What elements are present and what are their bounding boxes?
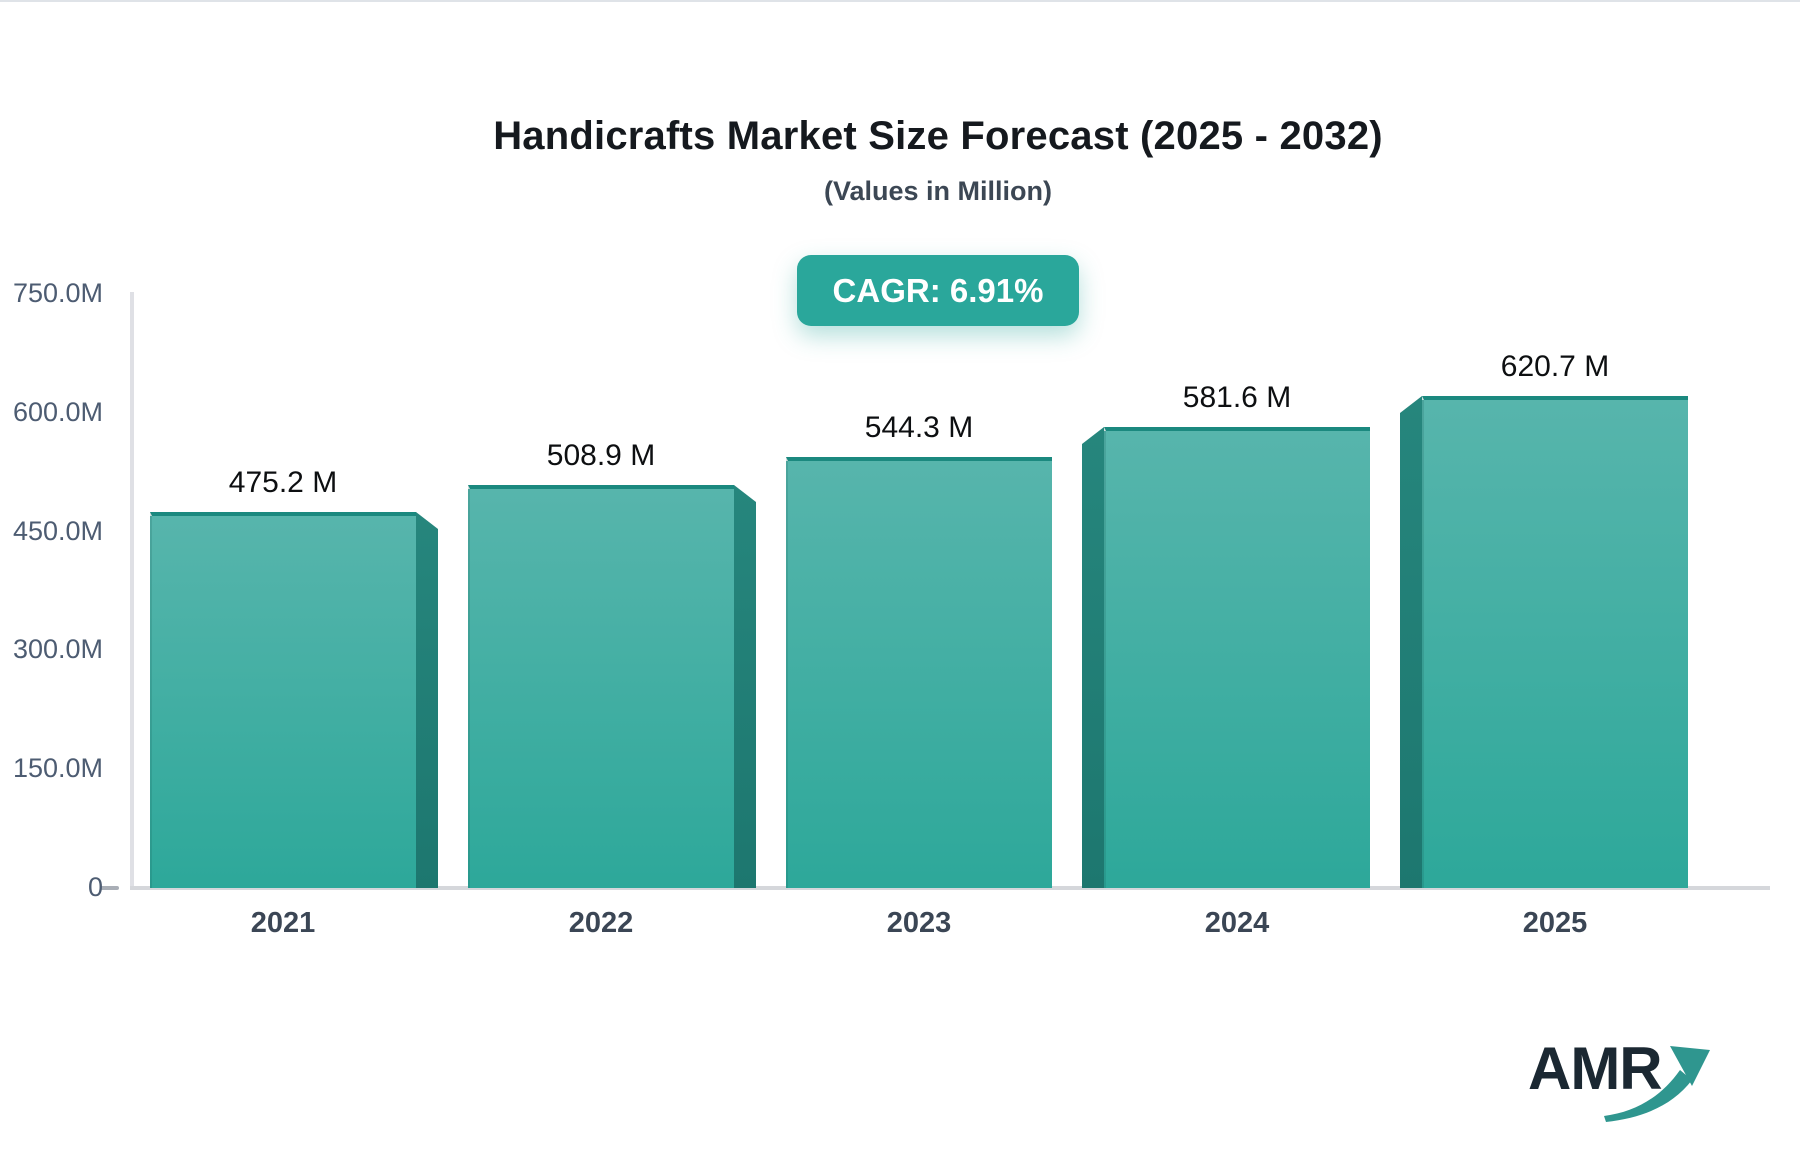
bar-value-label: 475.2 M (228, 466, 338, 499)
bar-2021[interactable] (150, 512, 416, 888)
y-tick-label: 300.0M (12, 634, 103, 665)
x-axis-label-2022: 2022 (568, 907, 634, 939)
bar-value-label: 620.7 M (1500, 350, 1610, 383)
y-tick-label: 600.0M (12, 396, 103, 427)
y-tick-label: 150.0M (12, 753, 103, 784)
x-axis-label-2025: 2025 (1522, 907, 1588, 939)
chart-title: Handicrafts Market Size Forecast (2025 -… (493, 114, 1383, 158)
bar-2022[interactable] (468, 485, 734, 888)
zero-tick-mark (100, 886, 119, 890)
chart-subtitle: (Values in Million) (823, 176, 1053, 206)
bar-3d-side (734, 485, 756, 888)
bar-3d-side (1400, 396, 1422, 888)
x-axis-label-2023: 2023 (886, 907, 952, 939)
bar-2025[interactable] (1422, 396, 1688, 888)
cagr-badge-band: CAGR: 6.91% (76, 255, 1800, 326)
bar-2024[interactable] (1104, 427, 1370, 888)
y-tick-label: 450.0M (12, 515, 103, 546)
y-tick-label: 0 (87, 872, 103, 902)
bar-value-label: 508.9 M (546, 439, 656, 472)
growth-arrow-icon (1604, 1046, 1710, 1122)
x-axis-line (130, 886, 1770, 890)
bar-3d-side (1082, 427, 1104, 888)
bar-value-label: 581.6 M (1182, 381, 1292, 414)
bar-3d-side (416, 512, 438, 888)
cagr-badge: CAGR: 6.91% (796, 255, 1080, 326)
bar-2023[interactable] (786, 457, 1052, 888)
bar-value-label: 544.3 M (864, 411, 974, 444)
x-axis-label-2024: 2024 (1204, 907, 1270, 939)
y-axis-line (130, 292, 134, 888)
amr-logo-text: AMR (1528, 1035, 1663, 1102)
x-axis-label-2021: 2021 (250, 907, 316, 939)
y-tick-label: 750.0M (12, 278, 103, 308)
amr-logo: AMR (1528, 1036, 1728, 1126)
